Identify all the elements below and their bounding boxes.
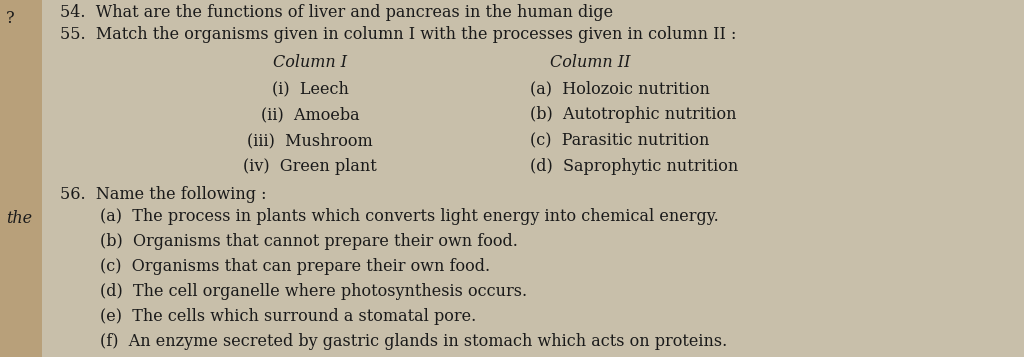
Text: (b)  Organisms that cannot prepare their own food.: (b) Organisms that cannot prepare their … <box>100 233 518 250</box>
Text: (iii)  Mushroom: (iii) Mushroom <box>247 132 373 149</box>
Text: (c)  Parasitic nutrition: (c) Parasitic nutrition <box>530 132 710 149</box>
Text: (i)  Leech: (i) Leech <box>271 80 348 97</box>
Text: (d)  The cell organelle where photosynthesis occurs.: (d) The cell organelle where photosynthe… <box>100 283 527 300</box>
Text: (d)  Saprophytic nutrition: (d) Saprophytic nutrition <box>530 158 738 175</box>
Text: (e)  The cells which surround a stomatal pore.: (e) The cells which surround a stomatal … <box>100 308 476 325</box>
Text: (f)  An enzyme secreted by gastric glands in stomach which acts on proteins.: (f) An enzyme secreted by gastric glands… <box>100 333 727 350</box>
Text: Column II: Column II <box>550 54 630 71</box>
Text: (ii)  Amoeba: (ii) Amoeba <box>261 106 359 123</box>
Text: 55.  Match the organisms given in column I with the processes given in column II: 55. Match the organisms given in column … <box>60 26 736 43</box>
Text: (a)  Holozoic nutrition: (a) Holozoic nutrition <box>530 80 710 97</box>
Text: ?: ? <box>6 10 14 27</box>
Text: (b)  Autotrophic nutrition: (b) Autotrophic nutrition <box>530 106 736 123</box>
Text: (c)  Organisms that can prepare their own food.: (c) Organisms that can prepare their own… <box>100 258 490 275</box>
Text: 56.  Name the following :: 56. Name the following : <box>60 186 266 203</box>
Text: Column I: Column I <box>273 54 347 71</box>
Text: 54.  What are the functions of liver and pancreas in the human dige: 54. What are the functions of liver and … <box>60 4 613 21</box>
Text: (iv)  Green plant: (iv) Green plant <box>243 158 377 175</box>
Text: (a)  The process in plants which converts light energy into chemical energy.: (a) The process in plants which converts… <box>100 208 719 225</box>
Text: the: the <box>6 210 32 227</box>
